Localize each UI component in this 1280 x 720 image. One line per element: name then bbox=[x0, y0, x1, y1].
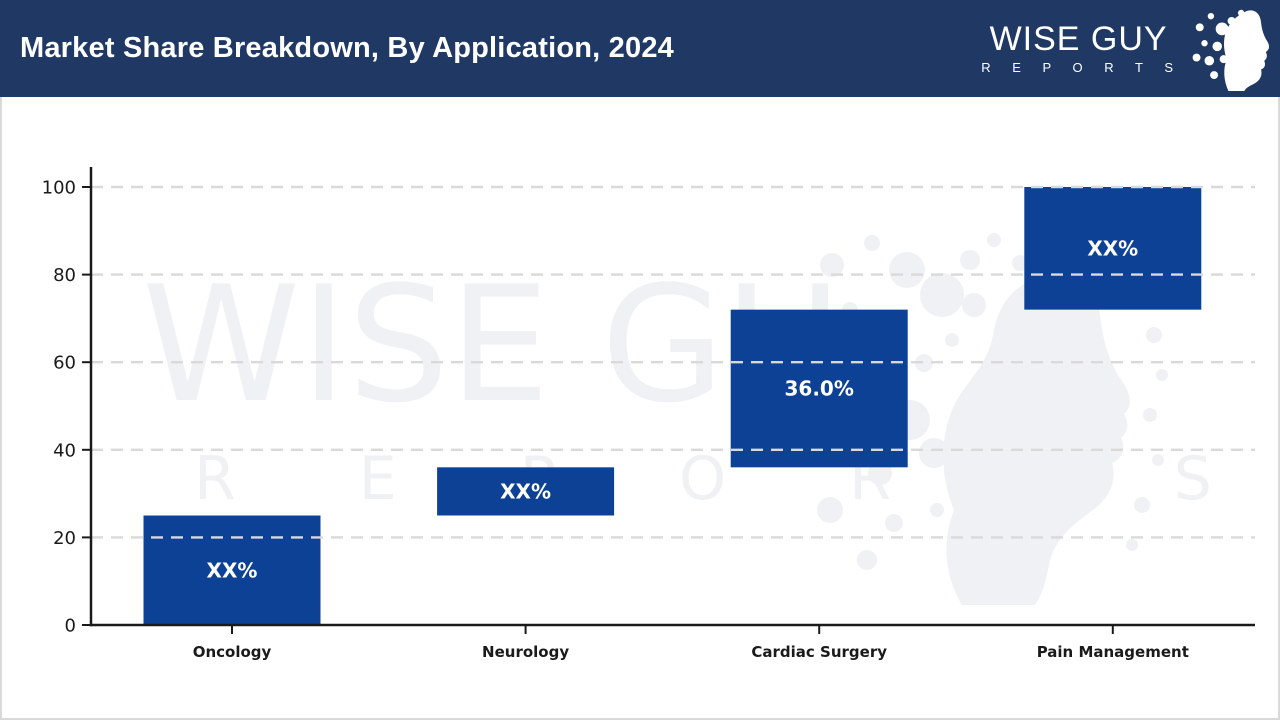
brand-face-icon bbox=[1192, 9, 1270, 91]
waterfall-chart: WISE GU R E P O R T S XX% XX% 36.0% XX% 0 20 4… bbox=[0, 97, 1280, 720]
x-category-label: Neurology bbox=[482, 643, 569, 661]
brand-name: WISE GUY bbox=[989, 19, 1168, 58]
bar-cardiac-surgery bbox=[730, 309, 908, 468]
x-category-label: Cardiac Surgery bbox=[751, 643, 887, 661]
y-tick-label: 0 bbox=[65, 616, 76, 637]
plot-area: XX% XX% 36.0% XX% 0 20 40 60 80 100 Oncology Neurol… bbox=[42, 167, 1255, 661]
y-tick-label: 40 bbox=[53, 440, 76, 461]
bar-value-label: XX% bbox=[1087, 236, 1138, 260]
y-tick-label: 60 bbox=[53, 353, 76, 374]
bar-value-label: XX% bbox=[207, 558, 258, 582]
y-tick-label: 100 bbox=[42, 178, 76, 199]
bar-value-label: 36.0% bbox=[785, 376, 854, 400]
bar-oncology bbox=[143, 515, 321, 625]
y-tick-label: 20 bbox=[53, 528, 76, 549]
bar-value-label: XX% bbox=[500, 479, 551, 503]
x-category-label: Oncology bbox=[193, 643, 272, 661]
bar-pain-management bbox=[1024, 187, 1202, 310]
x-category-label: Pain Management bbox=[1037, 643, 1189, 661]
brand-logo-text: WISE GUY R E P O R T S bbox=[975, 19, 1182, 76]
header-banner: Market Share Breakdown, By Application, … bbox=[0, 0, 1280, 97]
chart-title: Market Share Breakdown, By Application, … bbox=[20, 32, 674, 64]
brand-logo: WISE GUY R E P O R T S bbox=[975, 5, 1270, 91]
y-tick-label: 80 bbox=[53, 265, 76, 286]
bar-neurology bbox=[437, 467, 615, 516]
watermark-text: WISE GU bbox=[142, 251, 842, 438]
brand-subtitle: R E P O R T S bbox=[981, 60, 1182, 76]
